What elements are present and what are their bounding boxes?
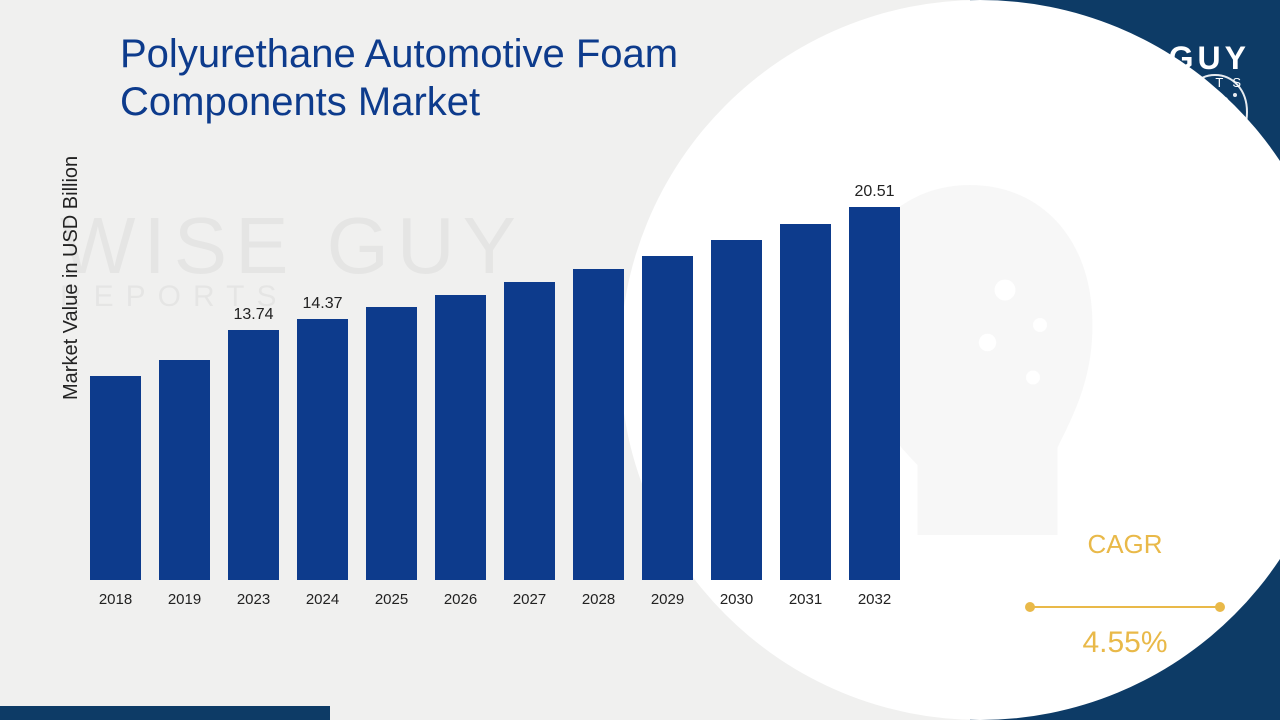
y-axis-label: Market Value in USD Billion [60, 156, 83, 400]
cagr-range: (2019-2032) [1010, 562, 1240, 588]
bar-value-label: 14.37 [302, 295, 342, 313]
x-tick: 2025 [366, 591, 417, 608]
bar-2028 [573, 269, 624, 580]
x-tick: 2027 [504, 591, 555, 608]
bar-2019 [159, 360, 210, 580]
bar [159, 360, 210, 580]
bar [642, 256, 693, 580]
bar-value-label: 20.51 [854, 183, 894, 201]
bar-2026 [435, 295, 486, 580]
bar [780, 224, 831, 580]
x-axis-labels: 2018 2019 2023 2024 2025 2026 2027 2028 2029 2030… [90, 591, 900, 608]
bar [711, 240, 762, 580]
x-tick: 2031 [780, 591, 831, 608]
cagr-value: 4.55% [1010, 626, 1240, 660]
bar-2024: 14.37 [297, 319, 348, 580]
bar [366, 307, 417, 580]
x-tick: 2029 [642, 591, 693, 608]
cagr-block: CAGR (2019-2032) 4.55% [1010, 529, 1240, 660]
bar [504, 282, 555, 580]
bar-2018 [90, 376, 141, 580]
bar [573, 269, 624, 580]
bar-2030 [711, 240, 762, 580]
bar-2027 [504, 282, 555, 580]
bar-2025 [366, 307, 417, 580]
bar [90, 376, 141, 580]
x-tick: 2028 [573, 591, 624, 608]
x-tick: 2030 [711, 591, 762, 608]
bar [435, 295, 486, 580]
footer-bar [0, 706, 330, 720]
bar [849, 207, 900, 580]
bar-2023: 13.74 [228, 330, 279, 580]
bars-container: 13.74 14.37 20.51 [90, 180, 900, 580]
cagr-title: CAGR [1010, 529, 1240, 560]
x-tick: 2018 [90, 591, 141, 608]
bar [228, 330, 279, 580]
bar-chart: 13.7414.3720.51 201820192023202420252026… [90, 180, 900, 600]
logo-head-icon [1175, 70, 1255, 160]
x-tick: 2032 [849, 591, 900, 608]
chart-title: Polyurethane Automotive Foam Components … [120, 30, 820, 126]
cagr-divider [1030, 606, 1220, 608]
bar [297, 319, 348, 580]
bar-2032: 20.51 [849, 207, 900, 580]
x-tick: 2023 [228, 591, 279, 608]
bar-2031 [780, 224, 831, 580]
x-tick: 2019 [159, 591, 210, 608]
brand-logo: WISE GUY REPORTS [1058, 40, 1250, 90]
x-tick: 2026 [435, 591, 486, 608]
bar-value-label: 13.74 [233, 306, 273, 324]
x-tick: 2024 [297, 591, 348, 608]
bar-2029 [642, 256, 693, 580]
